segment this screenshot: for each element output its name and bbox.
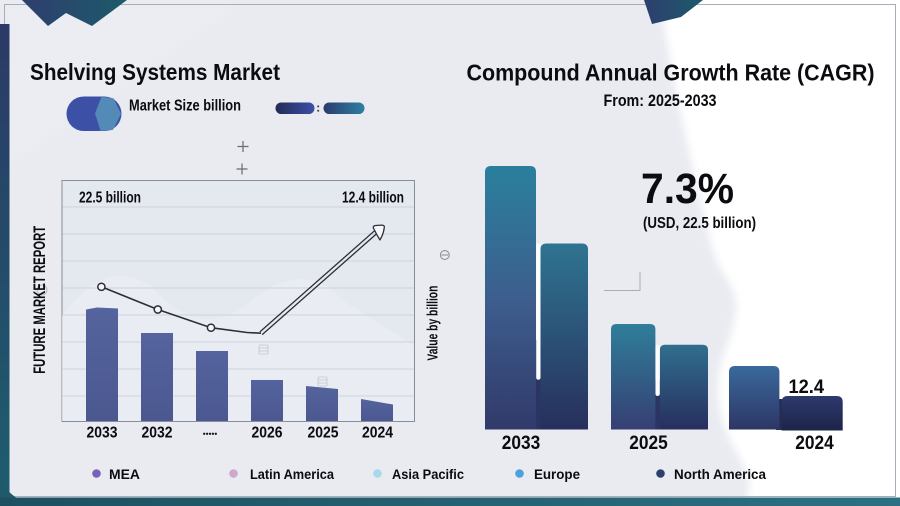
svg-text:Market Size billion: Market Size billion (129, 97, 241, 114)
svg-text:7.3%: 7.3% (641, 165, 734, 213)
svg-text:Shelving Systems Market: Shelving Systems Market (30, 59, 280, 85)
svg-text:MEA: MEA (109, 467, 140, 482)
svg-text:2033: 2033 (87, 425, 118, 442)
svg-text:2026: 2026 (252, 425, 283, 442)
svg-text:2033: 2033 (502, 433, 541, 454)
svg-text:2025: 2025 (629, 433, 668, 454)
svg-text:Latin America: Latin America (250, 467, 334, 482)
svg-text:2032: 2032 (142, 425, 173, 442)
svg-text:Compound Annual Growth Rate (C: Compound Annual Growth Rate (CAGR) (467, 59, 875, 85)
svg-text:FUTURE MARKET REPORT: FUTURE MARKET REPORT (31, 226, 49, 374)
svg-text:Europe: Europe (534, 467, 580, 482)
svg-text:2024: 2024 (795, 433, 834, 454)
svg-text:2024: 2024 (362, 425, 393, 442)
svg-text:Value by billion: Value by billion (425, 286, 441, 361)
svg-text:12.4: 12.4 (789, 377, 825, 398)
svg-text:12.4 billion: 12.4 billion (342, 189, 404, 206)
svg-text:From: 2025-2033: From: 2025-2033 (604, 92, 717, 110)
svg-text:(USD, 22.5 billion): (USD, 22.5 billion) (643, 215, 756, 232)
svg-text:2025: 2025 (308, 425, 339, 442)
svg-text:22.5 billion: 22.5 billion (79, 189, 141, 206)
svg-text:Asia Pacific: Asia Pacific (392, 467, 464, 482)
svg-text:North America: North America (674, 467, 766, 482)
